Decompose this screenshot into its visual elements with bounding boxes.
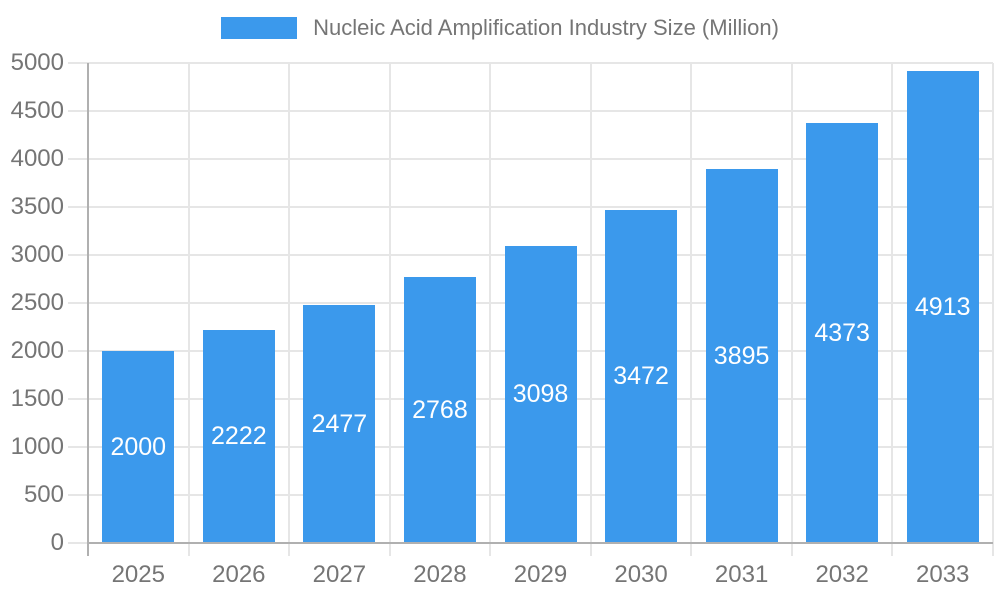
y-axis-tick-label: 3000 <box>10 241 64 268</box>
x-gridline <box>489 63 491 543</box>
y-axis-tick-label: 4000 <box>10 145 64 172</box>
x-axis-category-label: 2030 <box>614 561 668 588</box>
y-axis-tick <box>68 494 88 496</box>
y-axis-tick-label: 3500 <box>10 193 64 220</box>
y-axis-tick-label: 2500 <box>10 289 64 316</box>
x-gridline <box>389 63 391 543</box>
y-axis-tick-label: 4500 <box>10 97 64 124</box>
x-axis-category-label: 2025 <box>111 561 165 588</box>
x-axis-tick <box>188 543 190 556</box>
x-axis-tick <box>590 543 592 556</box>
x-axis-tick <box>489 543 491 556</box>
bar-2026[interactable]: 2222 <box>202 329 275 543</box>
y-gridline <box>88 206 993 208</box>
x-axis-tick <box>891 543 893 556</box>
bar-2025[interactable]: 2000 <box>102 351 175 543</box>
x-axis-tick <box>791 543 793 556</box>
x-axis-line <box>88 542 993 544</box>
bar-value-label: 3472 <box>613 361 669 390</box>
x-gridline <box>791 63 793 543</box>
bar-value-label: 2222 <box>211 421 267 450</box>
x-gridline <box>288 63 290 543</box>
bar-value-label: 2000 <box>110 432 167 461</box>
y-axis-tick <box>68 62 88 64</box>
bar-value-label: 2477 <box>311 409 368 438</box>
y-axis-tick <box>68 302 88 304</box>
bar-value-label: 3895 <box>713 341 770 370</box>
y-axis-tick-label: 5000 <box>10 49 64 76</box>
y-axis-tick-label: 1500 <box>10 385 64 412</box>
y-axis-line <box>87 63 89 556</box>
x-axis-tick <box>389 543 391 556</box>
bar-2033[interactable]: 4913 <box>906 71 979 543</box>
legend-swatch-icon <box>221 17 298 39</box>
y-axis-tick <box>68 158 88 160</box>
y-axis-tick <box>68 110 88 112</box>
bar-value-label: 4373 <box>814 318 870 347</box>
y-axis-tick-label: 0 <box>50 529 64 556</box>
x-gridline <box>690 63 692 543</box>
x-gridline <box>891 63 893 543</box>
bar-2029[interactable]: 3098 <box>504 245 577 543</box>
legend-series-label: Nucleic Acid Amplification Industry Size… <box>313 15 779 40</box>
x-gridline <box>188 63 190 543</box>
y-gridline <box>88 158 993 160</box>
x-axis-tick <box>288 543 290 556</box>
x-axis-category-label: 2033 <box>916 561 970 588</box>
y-axis-tick-label: 1000 <box>10 433 64 460</box>
y-axis-tick <box>68 398 88 400</box>
x-gridline <box>590 63 592 543</box>
y-axis-tick <box>68 206 88 208</box>
x-gridline <box>992 63 994 543</box>
chart-legend: Nucleic Acid Amplification Industry Size… <box>0 15 1000 41</box>
x-axis-category-label: 2031 <box>714 561 769 588</box>
bar-2027[interactable]: 2477 <box>303 305 376 543</box>
x-axis-category-label: 2028 <box>413 561 467 588</box>
bar-value-label: 3098 <box>512 379 569 408</box>
y-axis-tick <box>68 542 88 544</box>
bar-2030[interactable]: 3472 <box>605 209 678 543</box>
y-axis-tick-label: 2000 <box>10 337 64 364</box>
x-axis-category-label: 2027 <box>312 561 367 588</box>
y-gridline <box>88 62 993 64</box>
x-axis-tick <box>992 543 994 556</box>
y-gridline <box>88 110 993 112</box>
x-axis-category-label: 2026 <box>212 561 266 588</box>
y-axis-tick <box>68 446 88 448</box>
bar-2032[interactable]: 4373 <box>806 123 879 543</box>
bar-2031[interactable]: 3895 <box>705 169 778 543</box>
bar-value-label: 4913 <box>914 292 971 321</box>
bar-value-label: 2768 <box>412 395 468 424</box>
y-axis-tick-label: 500 <box>23 481 64 508</box>
x-axis-tick <box>690 543 692 556</box>
x-axis-category-label: 2032 <box>815 561 869 588</box>
bar-2028[interactable]: 2768 <box>403 277 476 543</box>
x-axis-category-label: 2029 <box>513 561 568 588</box>
y-axis-tick <box>68 350 88 352</box>
y-axis-tick <box>68 254 88 256</box>
